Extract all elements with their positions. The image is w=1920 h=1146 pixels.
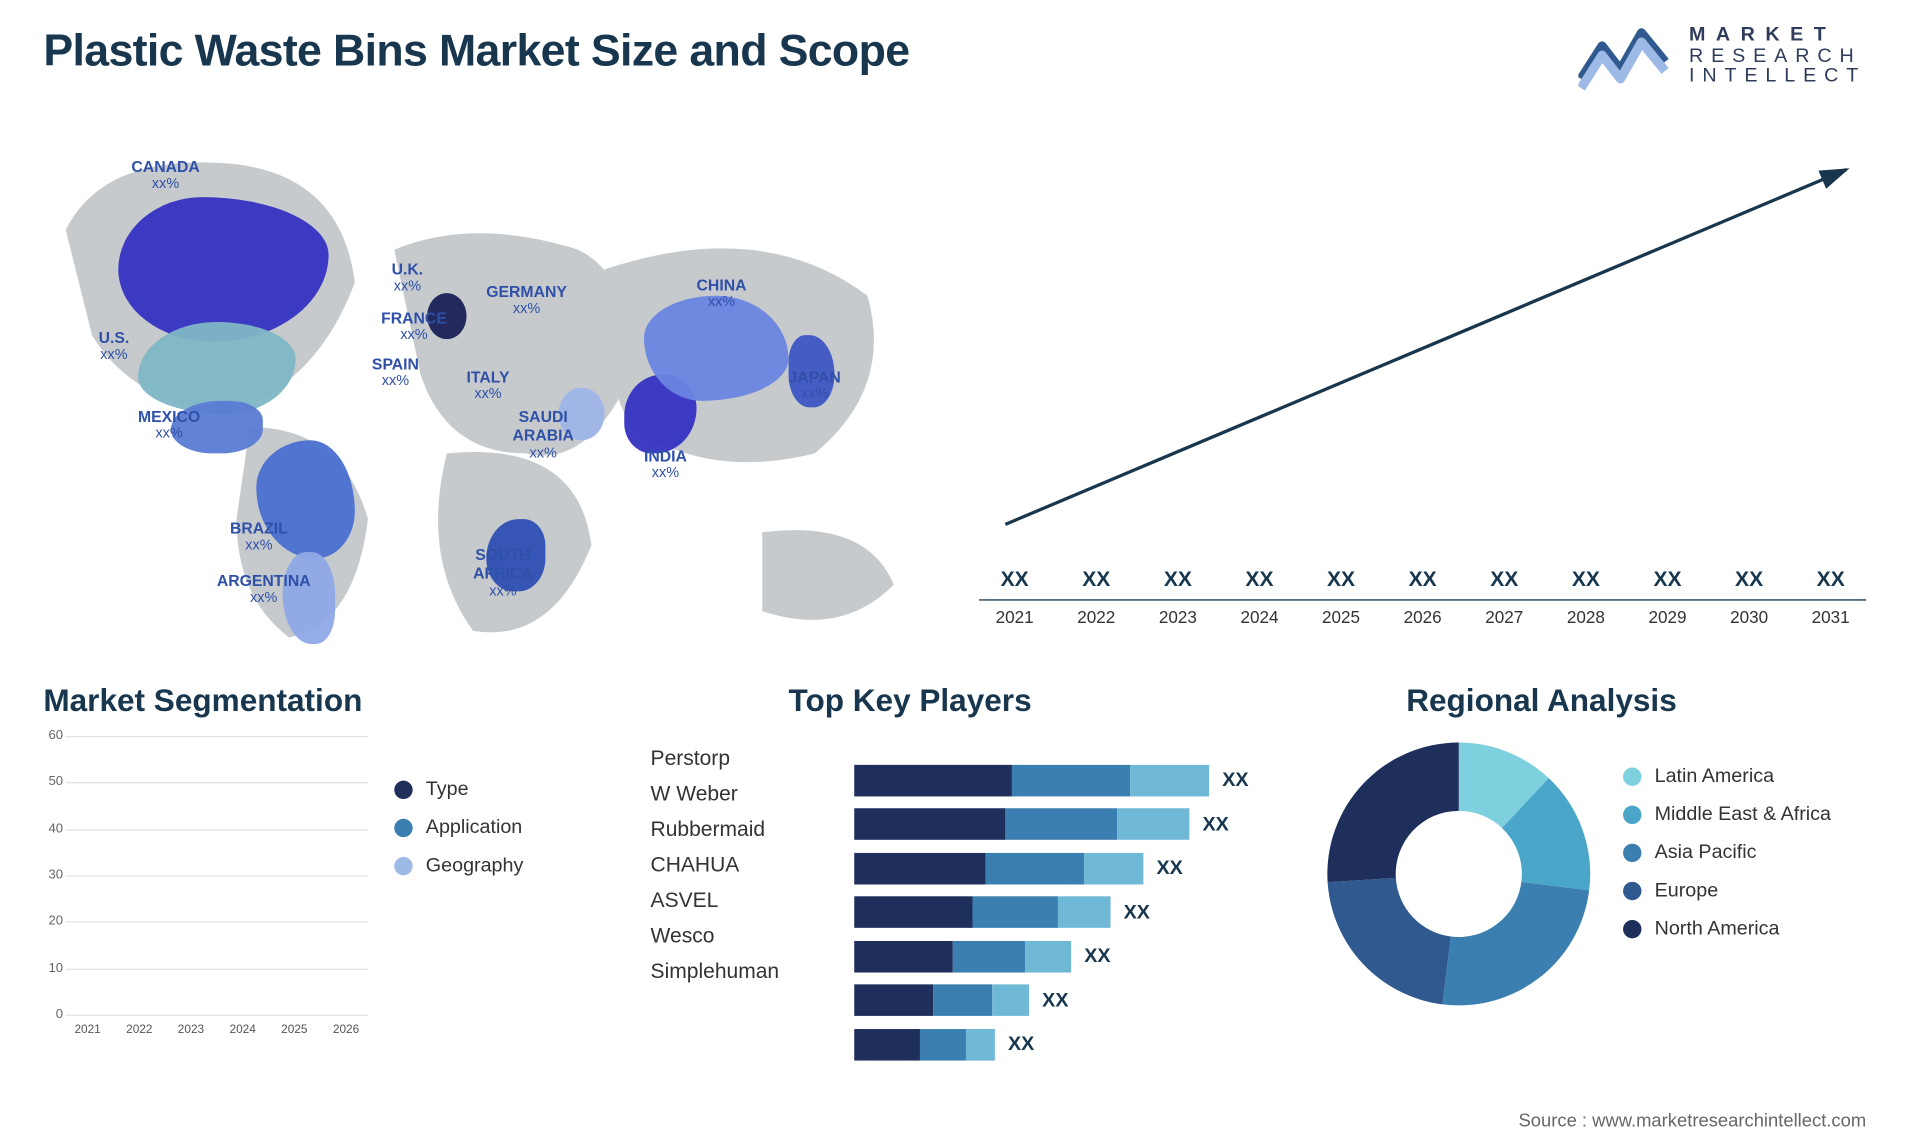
map-country-label: SAUDIARABIAxx% bbox=[513, 407, 574, 462]
key-player-bar: XX bbox=[854, 940, 1275, 972]
legend-item: Europe bbox=[1623, 879, 1886, 901]
logo-line2: RESEARCH bbox=[1689, 46, 1866, 67]
legend-item: Application bbox=[394, 816, 617, 838]
key-player-name: CHAHUA bbox=[651, 854, 828, 878]
legend-item: Middle East & Africa bbox=[1623, 803, 1886, 825]
source-credit: Source : www.marketresearchintellect.com bbox=[1519, 1109, 1867, 1130]
heading-key-players: Top Key Players bbox=[789, 683, 1032, 720]
legend-item: North America bbox=[1623, 917, 1886, 939]
key-players-list: Perstorp W Weber Rubbermaid CHAHUA ASVEL Wesc… bbox=[651, 736, 828, 996]
map-country-label: ITALYxx% bbox=[467, 368, 510, 404]
world-map: CANADAxx% U.S.xx% MEXICOxx% BRAZILxx% ARGENT… bbox=[26, 125, 946, 651]
donut-slice bbox=[1327, 743, 1458, 883]
key-player-name: Perstorp bbox=[651, 748, 828, 772]
brand-logo: MARKET RESEARCH INTELLECT bbox=[1579, 20, 1867, 92]
key-player-bar: XX bbox=[854, 764, 1275, 796]
segmentation-chart: 0102030405060 202120222023202420252026 bbox=[39, 736, 368, 1038]
map-country-label: ARGENTINAxx% bbox=[217, 572, 311, 608]
regional-donut bbox=[1321, 736, 1597, 1012]
key-player-bar: XX bbox=[854, 1028, 1275, 1060]
heading-segmentation: Market Segmentation bbox=[43, 683, 362, 720]
map-country-label: SOUTHAFRICAxx% bbox=[473, 545, 533, 600]
heading-regional: Regional Analysis bbox=[1406, 683, 1677, 720]
donut-slice bbox=[1328, 878, 1451, 1004]
map-country-label: U.K.xx% bbox=[392, 260, 424, 296]
key-player-name: Rubbermaid bbox=[651, 819, 828, 843]
map-country-label: CANADAxx% bbox=[131, 158, 199, 194]
logo-line1: MARKET bbox=[1689, 25, 1866, 46]
regional-legend: Latin America Middle East & Africa Asia Pa… bbox=[1623, 749, 1886, 955]
map-country-label: MEXICOxx% bbox=[138, 407, 200, 443]
key-player-name: Wesco bbox=[651, 925, 828, 949]
key-player-bar: XX bbox=[854, 852, 1275, 884]
legend-item: Type bbox=[394, 778, 617, 800]
logo-mark-icon bbox=[1579, 20, 1671, 92]
map-country-label: FRANCExx% bbox=[381, 309, 447, 345]
page-title: Plastic Waste Bins Market Size and Scope bbox=[43, 26, 909, 77]
map-country-label: SPAINxx% bbox=[372, 355, 419, 391]
key-player-bar: XX bbox=[854, 984, 1275, 1016]
key-player-name: ASVEL bbox=[651, 890, 828, 914]
map-country-label: INDIAxx% bbox=[644, 447, 687, 483]
key-player-name: Simplehuman bbox=[651, 961, 828, 985]
map-country-label: GERMANYxx% bbox=[486, 283, 567, 319]
key-player-bar: XX bbox=[854, 896, 1275, 928]
legend-item: Latin America bbox=[1623, 765, 1886, 787]
map-country-label: CHINAxx% bbox=[697, 276, 747, 312]
donut-slice bbox=[1442, 882, 1589, 1006]
growth-bar-chart: XX 2021 XX 2022 XX 2023 XX 2024 XX 2025 … bbox=[979, 125, 1866, 624]
logo-line3: INTELLECT bbox=[1689, 66, 1866, 87]
legend-item: Asia Pacific bbox=[1623, 841, 1886, 863]
key-player-bar: XX bbox=[854, 808, 1275, 840]
map-country-label: U.S.xx% bbox=[99, 329, 130, 365]
segmentation-legend: Type Application Geography bbox=[394, 762, 617, 892]
key-players-bars: XX XX XX XX XX XX XX bbox=[854, 752, 1275, 1073]
legend-item: Geography bbox=[394, 854, 617, 876]
key-player-name: W Weber bbox=[651, 783, 828, 807]
map-country-label: BRAZILxx% bbox=[230, 519, 288, 555]
map-country-label: JAPANxx% bbox=[789, 368, 841, 404]
